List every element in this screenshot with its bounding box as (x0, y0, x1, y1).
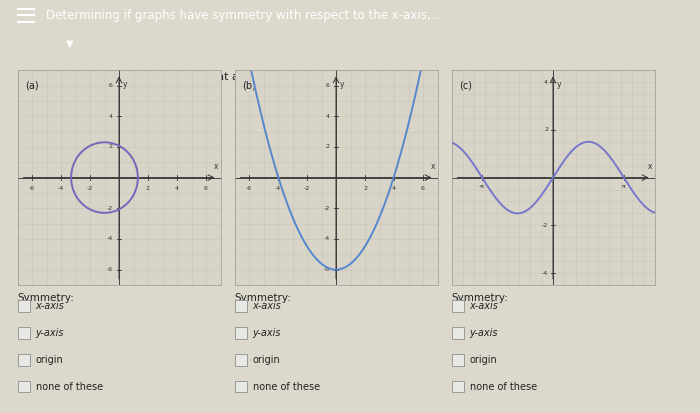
Bar (234, 381, 247, 392)
Text: Symmetry:: Symmetry: (234, 293, 291, 303)
Text: 4: 4 (392, 186, 396, 191)
Text: -6: -6 (107, 267, 113, 272)
Text: -6: -6 (324, 267, 330, 272)
Text: 2: 2 (109, 145, 113, 150)
Text: none of these: none of these (470, 382, 537, 392)
Text: -π: -π (479, 185, 485, 190)
Text: -2: -2 (542, 223, 548, 228)
Text: y-axis: y-axis (36, 328, 64, 338)
Bar (18, 354, 30, 366)
Text: ▼: ▼ (66, 38, 74, 48)
Text: For each: For each (18, 72, 69, 82)
Text: x-axis: x-axis (36, 301, 64, 311)
Text: (c): (c) (460, 81, 473, 91)
Bar (452, 300, 464, 312)
Text: 4: 4 (175, 186, 179, 191)
Text: -2: -2 (87, 186, 93, 191)
Text: 6: 6 (204, 186, 208, 191)
Text: y-axis: y-axis (470, 328, 498, 338)
Bar (234, 354, 247, 366)
Bar (234, 300, 247, 312)
Text: origin: origin (253, 355, 281, 365)
Text: -2: -2 (304, 186, 310, 191)
Text: 4: 4 (326, 114, 330, 119)
Text: graph: graph (60, 72, 92, 82)
Text: Determining if graphs have symmetry with respect to the x-axis,...: Determining if graphs have symmetry with… (46, 9, 442, 22)
Text: -4: -4 (106, 237, 113, 242)
Bar (18, 300, 30, 312)
Text: π: π (622, 185, 626, 190)
Text: none of these: none of these (36, 382, 103, 392)
Text: -4: -4 (542, 271, 548, 275)
Text: none of these: none of these (253, 382, 320, 392)
Text: -6: -6 (29, 186, 35, 191)
Text: origin: origin (470, 355, 498, 365)
Text: origin: origin (36, 355, 64, 365)
Text: y: y (123, 80, 127, 89)
Text: (a): (a) (26, 81, 39, 91)
Bar (18, 327, 30, 339)
Bar (452, 381, 464, 392)
Text: 2: 2 (363, 186, 367, 191)
Text: 6: 6 (421, 186, 425, 191)
Text: 2: 2 (146, 186, 150, 191)
Text: symmetries that apply.: symmetries that apply. (133, 72, 265, 82)
Text: -4: -4 (323, 237, 330, 242)
Bar (18, 381, 30, 392)
Text: 2: 2 (326, 145, 330, 150)
Text: (b): (b) (243, 81, 256, 91)
Text: -4: -4 (58, 186, 64, 191)
Text: x: x (214, 162, 218, 171)
Bar (452, 327, 464, 339)
Text: x: x (430, 162, 435, 171)
Bar (452, 354, 464, 366)
Text: x-axis: x-axis (470, 301, 498, 311)
Text: 6: 6 (326, 83, 330, 88)
Text: x: x (648, 162, 652, 171)
Text: y: y (340, 80, 344, 89)
Text: 2: 2 (544, 127, 548, 132)
Text: 4: 4 (109, 114, 113, 119)
Text: y-axis: y-axis (253, 328, 281, 338)
Text: Symmetry:: Symmetry: (18, 293, 74, 303)
Text: 4: 4 (544, 80, 548, 85)
Bar (234, 327, 247, 339)
Text: -2: -2 (106, 206, 113, 211)
Text: -4: -4 (275, 186, 281, 191)
Text: -2: -2 (323, 206, 330, 211)
Text: -6: -6 (246, 186, 252, 191)
Text: 6: 6 (109, 83, 113, 88)
Text: all: all (118, 72, 131, 82)
Text: , select: , select (83, 72, 126, 82)
Text: x-axis: x-axis (253, 301, 281, 311)
Text: y: y (557, 80, 561, 89)
Text: Symmetry:: Symmetry: (452, 293, 508, 303)
